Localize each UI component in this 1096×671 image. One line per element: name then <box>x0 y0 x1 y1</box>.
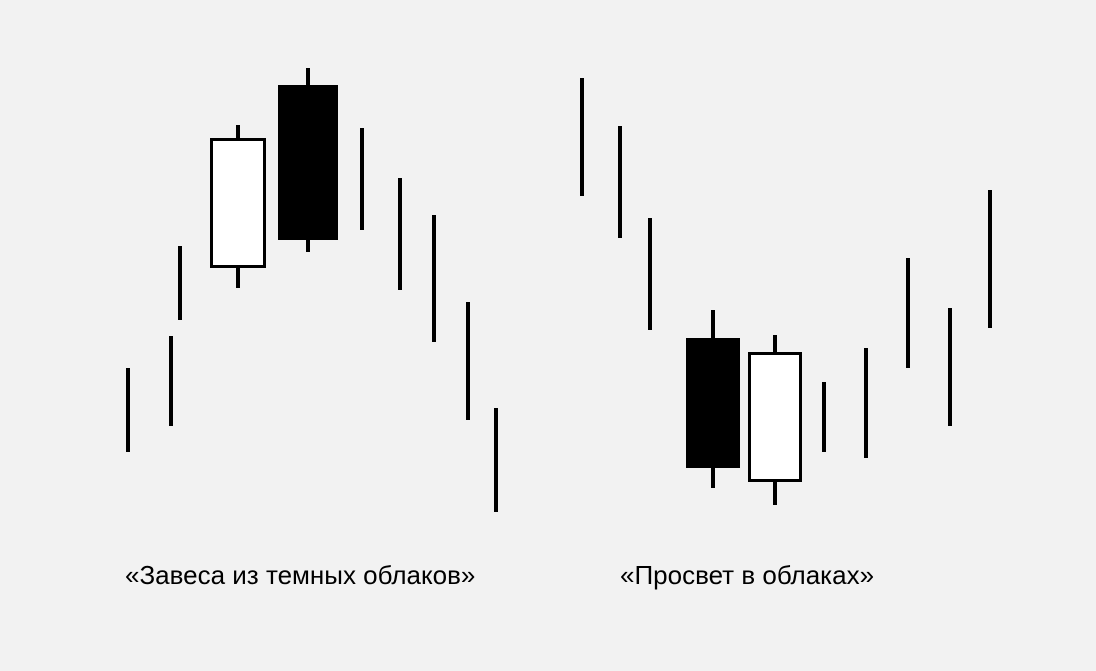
dark-cloud-cover-bar-0 <box>126 368 130 452</box>
piercing-line-bar-7 <box>988 190 992 328</box>
piercing-line-bar-3 <box>822 382 826 452</box>
dark-cloud-cover-bar-6 <box>466 302 470 420</box>
dark-cloud-cover-bar-7 <box>494 408 498 512</box>
piercing-line-body-0 <box>686 338 740 468</box>
dark-cloud-cover-bar-1 <box>169 336 173 426</box>
piercing-line-bar-5 <box>906 258 910 368</box>
dark-cloud-cover-body-0 <box>210 138 266 268</box>
piercing-line-bar-2 <box>648 218 652 330</box>
dark-cloud-cover-bar-3 <box>360 128 364 230</box>
pattern-label-1: «Просвет в облаках» <box>620 560 874 591</box>
piercing-line-bar-0 <box>580 78 584 196</box>
dark-cloud-cover-bar-2 <box>178 246 182 320</box>
dark-cloud-cover-body-1 <box>278 85 338 240</box>
pattern-label-0: «Завеса из темных облаков» <box>125 560 475 591</box>
dark-cloud-cover-bar-4 <box>398 178 402 290</box>
piercing-line-body-1 <box>748 352 802 482</box>
piercing-line-bar-4 <box>864 348 868 458</box>
chart-stage: «Завеса из темных облаков» «Просвет в обл… <box>0 0 1096 671</box>
piercing-line-bar-1 <box>618 126 622 238</box>
piercing-line-bar-6 <box>948 308 952 426</box>
dark-cloud-cover-bar-5 <box>432 215 436 342</box>
